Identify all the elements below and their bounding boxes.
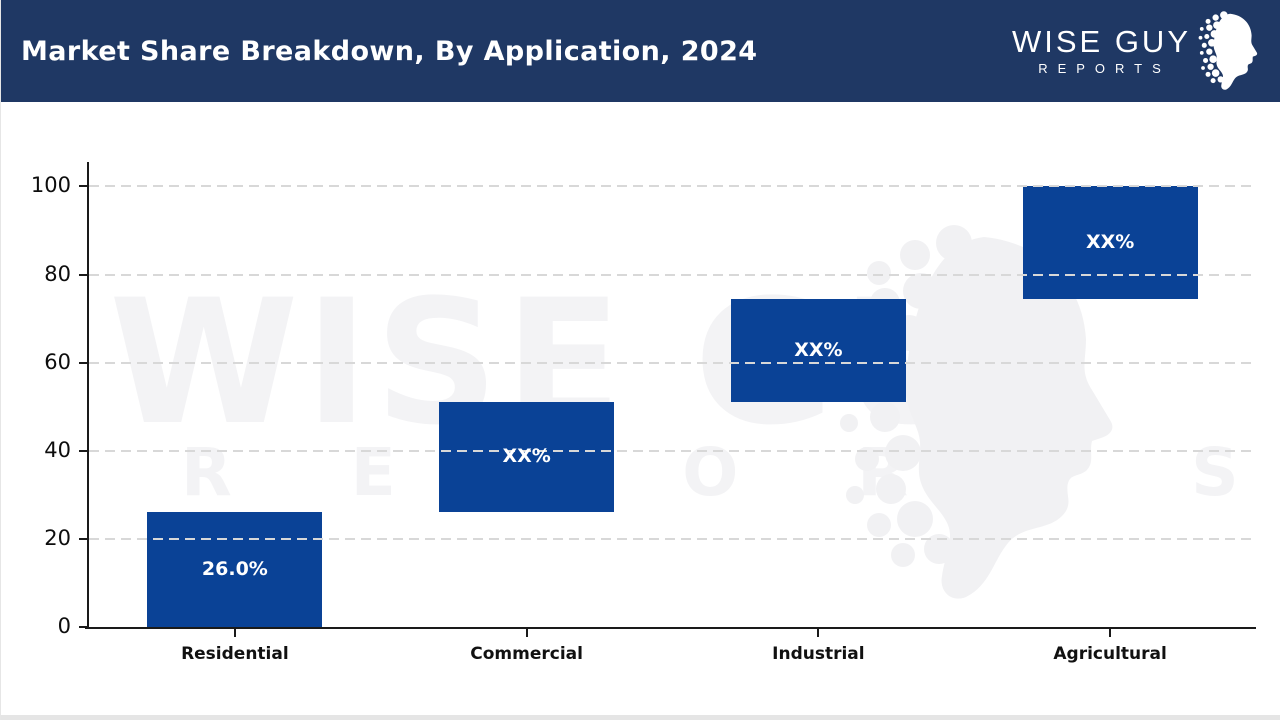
x-axis-line <box>85 627 1256 629</box>
logo-wordmark: WISE GUY REPORTS <box>1011 23 1191 77</box>
bar-value-label: 26.0% <box>201 557 268 580</box>
bar-industrial <box>730 298 906 403</box>
category-label-agricultural: Agricultural <box>1053 644 1167 664</box>
gridline-40 <box>89 449 1254 452</box>
y-tick-40 <box>79 449 87 452</box>
y-axis-line <box>87 162 89 629</box>
bar-value-label: XX% <box>794 338 843 361</box>
category-label-residential: Residential <box>181 644 289 664</box>
y-tick-label: 0 <box>57 614 71 638</box>
gridline-100 <box>89 185 1254 188</box>
header-bar: Market Share Breakdown, By Application, … <box>1 0 1280 102</box>
bar-commercial <box>439 402 615 513</box>
category-label-industrial: Industrial <box>772 644 865 664</box>
x-tick-industrial <box>817 629 820 637</box>
y-tick-label: 20 <box>44 525 71 550</box>
x-tick-residential <box>233 629 236 637</box>
gridline-60 <box>89 361 1254 364</box>
category-label-commercial: Commercial <box>470 644 583 664</box>
bar-value-label: XX% <box>1085 230 1135 253</box>
y-tick-20 <box>79 537 87 540</box>
wise-guy-logo: WISE GUY REPORTS <box>1012 10 1259 92</box>
bar-value-label: XX% <box>502 445 551 468</box>
page-title: Market Share Breakdown, By Application, … <box>21 35 758 67</box>
bottom-divider <box>1 715 1280 720</box>
logo-text-sub: REPORTS <box>1038 61 1171 77</box>
y-tick-100 <box>79 185 87 188</box>
plot-area: 26.0% XX% XX% XX% 0 20 40 60 80 100 Residential Com… <box>31 160 1256 664</box>
logo-face-icon <box>1198 11 1258 90</box>
x-tick-agricultural <box>1109 629 1112 637</box>
logo-text-main: WISE GUY <box>1011 23 1191 59</box>
y-tick-label: 100 <box>30 173 71 198</box>
y-tick-80 <box>79 273 87 276</box>
chart-area: WISE GU R E P O R T S 26.0% XX% XX% XX% 0 20 4… <box>1 102 1280 715</box>
gridline-20 <box>89 537 1254 540</box>
bar-agricultural <box>1022 186 1198 299</box>
x-tick-commercial <box>525 629 528 637</box>
y-tick-label: 60 <box>44 349 71 374</box>
gridline-80 <box>89 273 1254 276</box>
y-tick-label: 40 <box>44 437 71 462</box>
y-tick-0 <box>79 626 87 628</box>
bar-residential <box>147 512 323 627</box>
y-tick-label: 80 <box>44 261 71 286</box>
y-tick-60 <box>79 361 87 364</box>
